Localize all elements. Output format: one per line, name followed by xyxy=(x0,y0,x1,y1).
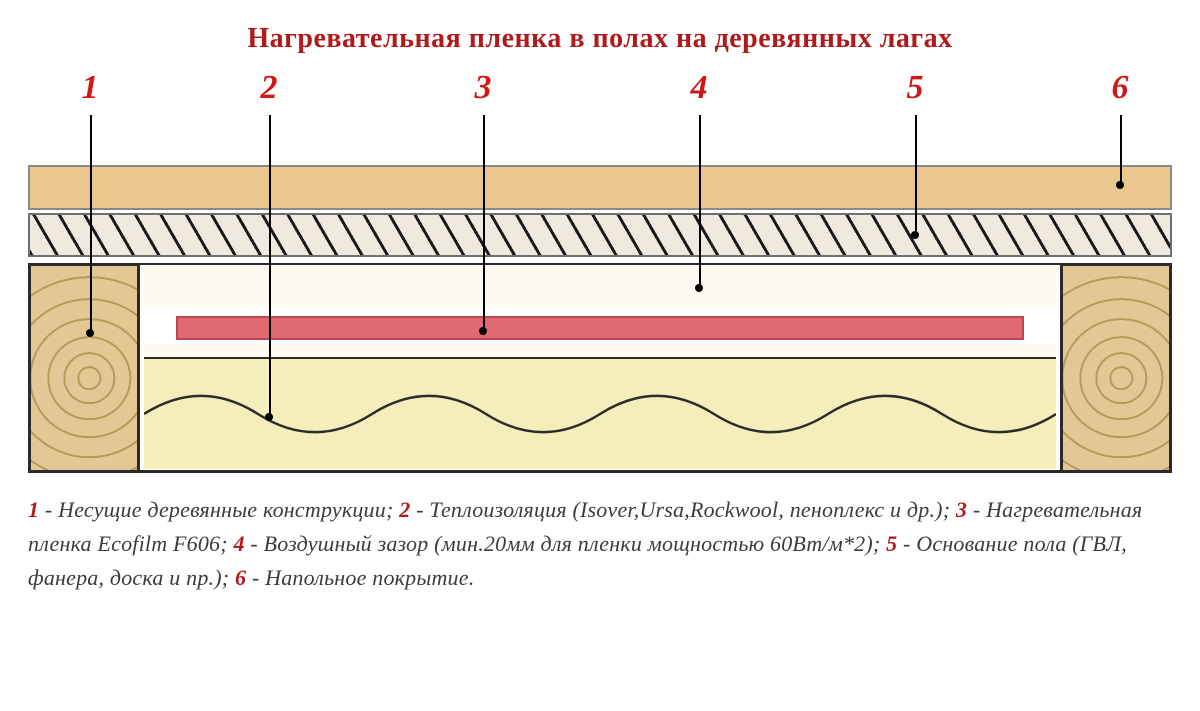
legend-num-6: 6 xyxy=(235,565,246,590)
legend-num-1: 1 xyxy=(28,497,39,522)
callout-dot-1 xyxy=(86,329,94,337)
callout-line-1 xyxy=(90,115,92,333)
wooden-joist-right xyxy=(1060,263,1172,473)
legend-num-2: 2 xyxy=(399,497,410,522)
callout-line-5 xyxy=(915,115,917,235)
legend-num-3: 3 xyxy=(956,497,967,522)
legend-text-6: Напольное покрытие. xyxy=(265,565,474,590)
callout-number-5: 5 xyxy=(897,69,933,107)
layer-subfloor-base xyxy=(28,213,1172,257)
legend-text-1: Несущие деревянные конструкции xyxy=(58,497,386,522)
callout-number-6: 6 xyxy=(1102,69,1138,107)
callout-dot-4 xyxy=(695,284,703,292)
layer-heater-substrate xyxy=(144,343,1056,359)
callout-dot-3 xyxy=(479,327,487,335)
callout-line-2 xyxy=(269,115,271,417)
callout-line-4 xyxy=(699,115,701,288)
callout-dot-2 xyxy=(265,413,273,421)
callout-dot-5 xyxy=(911,231,919,239)
callout-number-4: 4 xyxy=(681,69,717,107)
callout-line-6 xyxy=(1120,115,1122,185)
callout-number-1: 1 xyxy=(72,69,108,107)
callout-line-3 xyxy=(483,115,485,331)
diagram-title: Нагревательная пленка в полах на деревян… xyxy=(28,23,1172,55)
legend-text-2: Теплоизоляция (Isover,Ursa,Rockwool, пен… xyxy=(429,497,942,522)
callout-number-3: 3 xyxy=(465,69,501,107)
diagram-area: 1 2 3 4 5 6 xyxy=(28,65,1172,475)
legend-num-5: 5 xyxy=(886,531,897,556)
legend-num-4: 4 xyxy=(233,531,244,556)
wooden-joist-left xyxy=(28,263,140,473)
layer-air-gap xyxy=(144,266,1056,308)
callout-dot-6 xyxy=(1116,181,1124,189)
layer-heating-film xyxy=(176,316,1024,340)
layer-insulation xyxy=(144,359,1056,469)
legend-text: 1 - Несущие деревянные конструкции; 2 - … xyxy=(28,493,1172,595)
layer-floor-covering xyxy=(28,165,1172,210)
callout-number-2: 2 xyxy=(251,69,287,107)
legend-text-4: Воздушный зазор (мин.20мм для пленки мощ… xyxy=(264,531,873,556)
